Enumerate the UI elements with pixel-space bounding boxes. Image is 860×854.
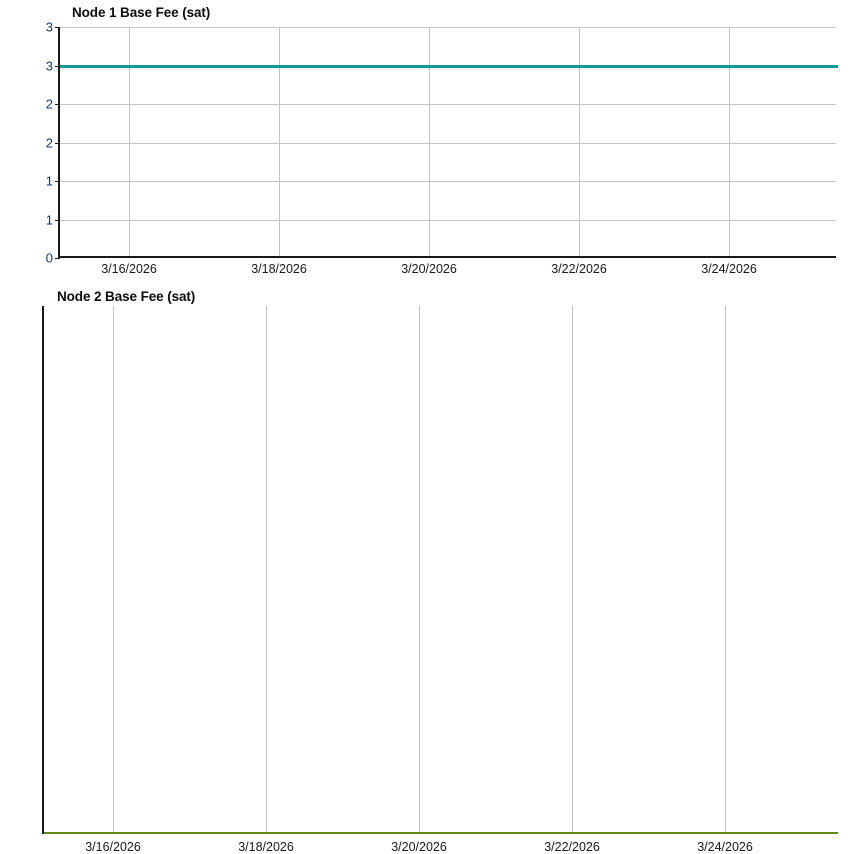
y-axis-tick-mark: [55, 65, 60, 67]
gridline-vertical: [572, 306, 573, 832]
y-axis-tick-mark: [55, 181, 60, 182]
gridline-horizontal: [60, 104, 836, 105]
y-axis-tick-label: 3: [45, 19, 53, 35]
x-axis-tick-label: 3/18/2026: [251, 262, 307, 276]
gridline-vertical: [729, 27, 730, 256]
gridline-horizontal: [60, 181, 836, 182]
x-axis-tick-label: 3/18/2026: [238, 840, 294, 854]
gridline-vertical: [429, 27, 430, 256]
data-series-line-node1: [60, 64, 838, 68]
y-axis-tick-label: 0: [45, 250, 53, 266]
x-axis-tick-label: 3/22/2026: [544, 840, 600, 854]
gridline-vertical: [113, 306, 114, 832]
x-axis-tick-label: 3/22/2026: [551, 262, 607, 276]
chart-title-node2: Node 2 Base Fee (sat): [57, 289, 196, 304]
data-series-line-node2: [44, 832, 838, 834]
gridline-horizontal: [60, 27, 836, 28]
x-axis-tick-label: 3/16/2026: [101, 262, 157, 276]
gridline-vertical: [279, 27, 280, 256]
x-axis-tick-label: 3/20/2026: [401, 262, 457, 276]
y-axis-tick-label: 2: [45, 96, 53, 112]
gridline-vertical: [419, 306, 420, 832]
plot-area-node1: 3 3 2 2 1 1 0 3/16/2026 3/18/2026 3/20/2…: [46, 21, 838, 275]
y-axis-tick-mark: [55, 104, 60, 105]
chart-panel-node1: Node 1 Base Fee (sat) 3 3 2 2 1 1 0 3/16…: [0, 0, 860, 286]
y-axis-tick-label: 1: [45, 173, 53, 189]
plot-area-node2: 3/16/2026 3/18/2026 3/20/2026 3/22/2026 …: [42, 306, 838, 853]
gridline-vertical: [725, 306, 726, 832]
y-axis-tick-mark: [55, 219, 60, 221]
x-axis-tick-label: 3/24/2026: [697, 840, 753, 854]
x-axis-tick-label: 3/16/2026: [85, 840, 141, 854]
x-axis-tick-label: 3/24/2026: [701, 262, 757, 276]
gridline-vertical: [266, 306, 267, 832]
y-axis-tick-mark: [55, 142, 60, 144]
y-axis-tick-label: 2: [45, 135, 53, 150]
chart-title-node1: Node 1 Base Fee (sat): [72, 5, 211, 20]
y-axis-tick-mark: [55, 258, 60, 259]
gridline-horizontal: [60, 219, 836, 221]
chart-panel-node2: Node 2 Base Fee (sat) 3/16/2026 3/18/202…: [0, 286, 860, 853]
gridline-horizontal: [60, 142, 836, 144]
x-axis-tick-label: 3/20/2026: [391, 840, 447, 854]
y-axis-tick-mark: [55, 27, 60, 28]
gridline-vertical: [129, 27, 130, 256]
gridline-vertical: [579, 27, 580, 256]
y-axis-tick-label: 3: [45, 58, 53, 73]
y-axis-tick-label: 1: [45, 212, 53, 227]
